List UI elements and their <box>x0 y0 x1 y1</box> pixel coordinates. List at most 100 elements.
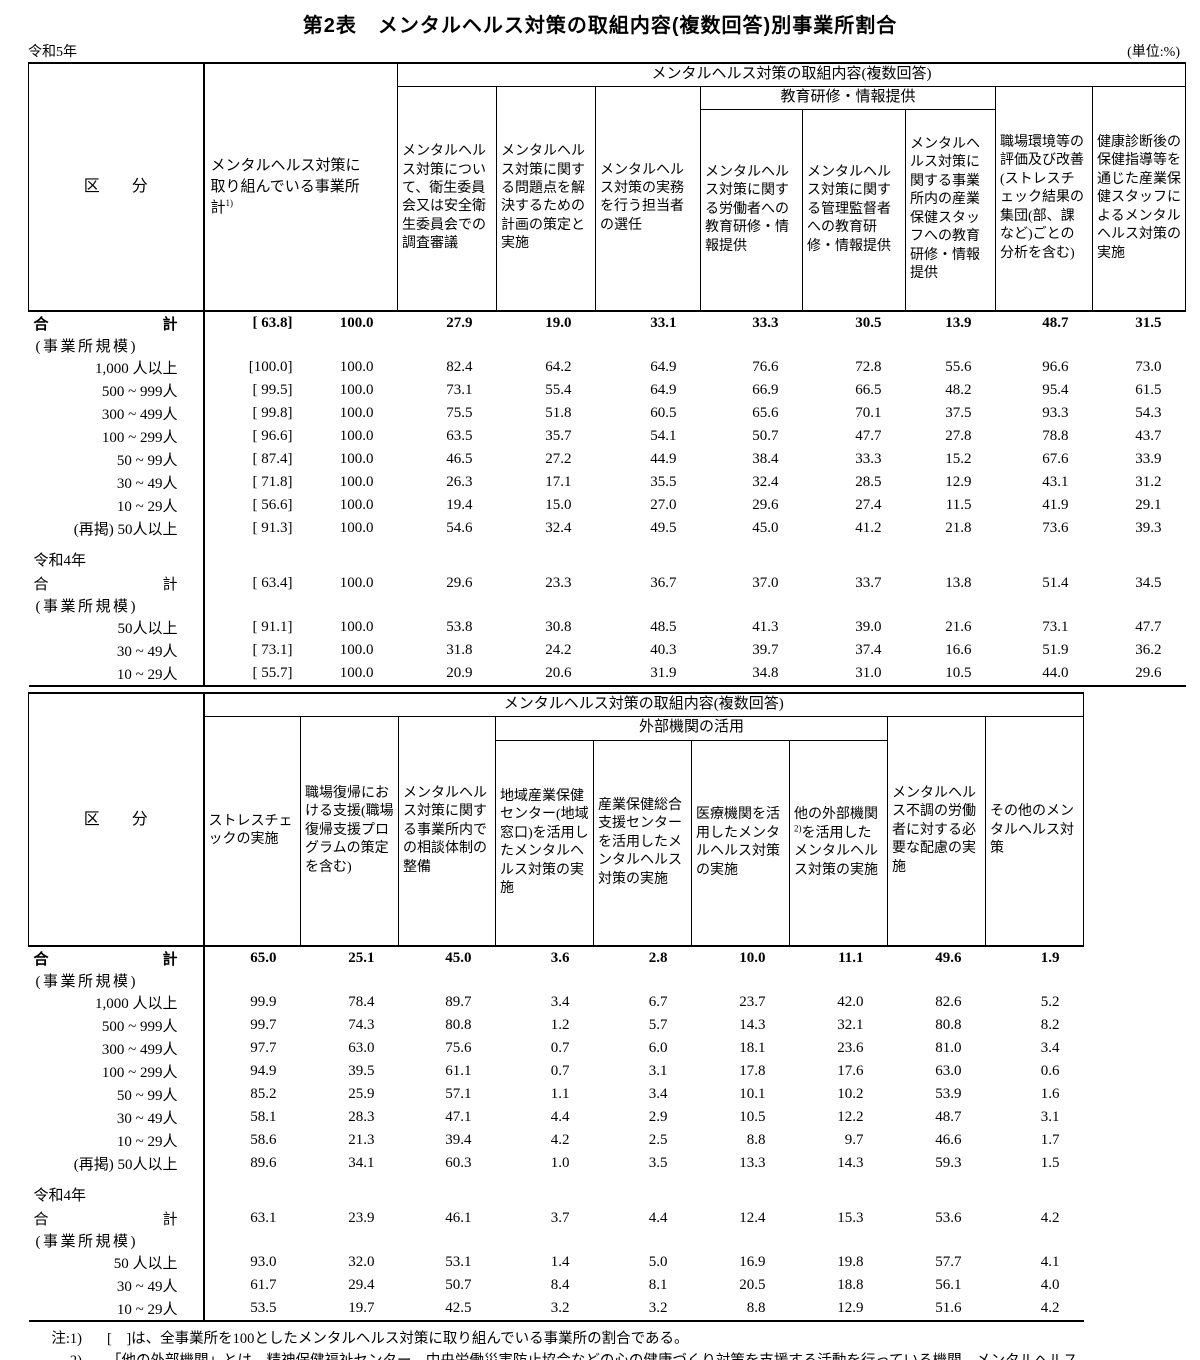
table-row: 30 ~ 49人 61.7 29.4 50.7 8.4 8.1 20.5 18.8 56.1 4.… <box>28 1274 1084 1298</box>
value-cell: 29.6 <box>1135 665 1162 682</box>
value-cell: 37.5 <box>945 405 972 422</box>
empty-cells <box>204 970 1084 991</box>
value-cell: 4.1 <box>1040 1254 1060 1271</box>
value-cell: 3.5 <box>648 1155 668 1172</box>
value-cell: 8.1 <box>648 1277 668 1294</box>
value-cell: 63.0 <box>348 1040 375 1057</box>
value-cell: 33.3 <box>752 315 779 332</box>
row-label: 合 計 <box>28 1207 205 1231</box>
value-cell: 19.4 <box>446 497 473 514</box>
value-cell: 27.0 <box>650 497 677 514</box>
value-cell: 2.9 <box>648 1109 668 1126</box>
column-header-chousashingi: メンタルヘルス対策について、衛生委員会又は安全衛生委員会での調査審議 <box>397 85 497 312</box>
value-cell: 19.8 <box>837 1254 864 1271</box>
value-cell: 64.2 <box>545 359 572 376</box>
value-cell: 9.7 <box>844 1132 864 1149</box>
value-cell: 80.8 <box>445 1017 472 1034</box>
value-cell: 25.1 <box>348 950 375 967</box>
value-cell: 19.7 <box>348 1300 375 1317</box>
value-cell: 3.2 <box>648 1300 668 1317</box>
value-cell: 73.1 <box>1042 619 1069 636</box>
note-prefix: 注:1) <box>51 1331 82 1348</box>
row-label: 30 ~ 49人 <box>28 1106 205 1130</box>
value-cell: 42.0 <box>837 994 864 1011</box>
row-label: 1,000 人以上 <box>28 356 205 380</box>
value-cell: 99.7 <box>250 1017 277 1034</box>
column-header-shokuba-kankyo: 職場環境等の評価及び改善(ストレスチェック結果の集団(部、課など)ごとの分析を含… <box>995 85 1093 312</box>
table1-body: 合 計 [ 63.8] 100.0 27.9 19.0 33.1 33.3 30.5 13.9 4… <box>28 311 1186 687</box>
page-title: 第2表 メンタルヘルス対策の取組内容(複数回答)別事業所割合 <box>302 15 898 37</box>
value-cell: 82.6 <box>935 994 962 1011</box>
row-label: 令和4年 <box>28 540 205 573</box>
value-cell: 66.9 <box>752 382 779 399</box>
table-row: (事業所規模) <box>28 970 1084 992</box>
value-cell: 21.8 <box>945 520 972 537</box>
table2-header: 区 分 メンタルヘルス対策の取組内容(複数回答) ストレスチェックの実施 職場復… <box>28 692 1084 947</box>
value-cell: 3.6 <box>550 950 570 967</box>
value-cell: 32.4 <box>545 520 572 537</box>
value-cell: 60.5 <box>650 405 677 422</box>
value-cell: 31.0 <box>855 665 882 682</box>
column-header-fuchou-roudousha-hairyo: メンタルヘルス不調の労働者に対する必要な配慮の実施 <box>887 715 986 947</box>
row-label: 令和4年 <box>28 1175 205 1208</box>
value-cell: 10.1 <box>739 1086 766 1103</box>
value-cell: 50.7 <box>445 1277 472 1294</box>
value-cell: 94.9 <box>250 1063 277 1080</box>
value-cell: 100.0 <box>339 520 374 537</box>
column-header-sangyouhoken-staff-kyouiku: メンタルヘルス対策に関する事業所内の産業保健スタッフへの教育研修・情報提供 <box>905 108 996 312</box>
row-label: 50 人以上 <box>28 1251 205 1275</box>
value-cell: 63.5 <box>446 428 473 445</box>
table1-header: 区 分 メンタルヘルス対策に取り組んでいる事業所計1) メンタルヘルス対策の取組… <box>28 62 1186 312</box>
value-cell: 15.2 <box>945 451 972 468</box>
value-cell: 43.7 <box>1135 428 1162 445</box>
bracket-value-cell: [ 63.8] <box>252 315 293 332</box>
value-cell: 29.1 <box>1135 497 1162 514</box>
value-cell: 97.7 <box>250 1040 277 1057</box>
table-row: 合 計 [ 63.4] 100.0 29.6 23.3 36.7 37.0 33.7 13.8 5… <box>28 572 1186 596</box>
value-cell: 35.7 <box>545 428 572 445</box>
value-cell: 31.8 <box>446 642 473 659</box>
table-row: (再掲) 50人以上 89.6 34.1 60.3 1.0 3.5 13.3 14.3 59.3… <box>28 1152 1084 1176</box>
row-label: (再掲) 50人以上 <box>28 1152 205 1176</box>
value-cell: 63.1 <box>250 1210 277 1227</box>
value-cell: 1.7 <box>1040 1132 1060 1149</box>
value-cell: 47.7 <box>855 428 882 445</box>
row-label: 10 ~ 29人 <box>28 662 205 687</box>
value-cell: 32.4 <box>752 474 779 491</box>
value-cell: 73.1 <box>446 382 473 399</box>
value-cell: 31.5 <box>1135 315 1162 332</box>
value-cell: 78.4 <box>348 994 375 1011</box>
value-cell: 23.6 <box>837 1040 864 1057</box>
value-cell: 51.9 <box>1042 642 1069 659</box>
value-cell: 3.1 <box>648 1063 668 1080</box>
row-label: (事業所規模) <box>28 595 205 617</box>
bracket-value-cell: [ 87.4] <box>252 451 293 468</box>
table-row: 30 ~ 49人 58.1 28.3 47.1 4.4 2.9 10.5 12.2 48.7 3.… <box>28 1106 1084 1130</box>
value-cell: 100.0 <box>339 315 374 332</box>
column-header-shokubafukki: 職場復帰における支援(職場復帰支援プログラムの策定を含む) <box>300 715 399 947</box>
table-row: 50 ~ 99人 85.2 25.9 57.1 1.1 3.4 10.1 10.2 53.9 1.… <box>28 1083 1084 1107</box>
value-cell: 4.4 <box>550 1109 570 1126</box>
row-label: (再掲) 50人以上 <box>28 517 205 541</box>
group-header-gaibu-kikan: 外部機関の活用 <box>495 715 888 741</box>
value-cell: 51.6 <box>935 1300 962 1317</box>
value-cell: 75.6 <box>445 1040 472 1057</box>
value-cell: 39.3 <box>1135 520 1162 537</box>
table-row: 30 ~ 49人 [ 71.8] 100.0 26.3 17.1 35.5 32.4 28.5… <box>28 471 1186 495</box>
value-cell: 8.2 <box>1040 1017 1060 1034</box>
value-cell: 54.1 <box>650 428 677 445</box>
value-cell: 3.4 <box>1040 1040 1060 1057</box>
value-cell: 48.5 <box>650 619 677 636</box>
value-cell: 17.1 <box>545 474 572 491</box>
note-row: 2) 「他の外部機関」とは、精神保健福祉センター、中央労働災害防止協会などの心の健… <box>30 1351 1200 1360</box>
value-cell: 21.3 <box>348 1132 375 1149</box>
value-cell: 40.3 <box>650 642 677 659</box>
table-row: 1,000 人以上 99.9 78.4 89.7 3.4 6.7 23.7 42.0 82.6 5… <box>28 991 1084 1015</box>
column-header-kenkoushindan: 健康診断後の保健指導等を通じた産業保健スタッフによるメンタルヘルス対策の実施 <box>1092 85 1186 312</box>
value-cell: 10.5 <box>739 1109 766 1126</box>
row-label: 100 ~ 299人 <box>28 425 205 449</box>
bracket-value-cell: [ 71.8] <box>252 474 293 491</box>
value-cell: 8.4 <box>550 1277 570 1294</box>
column-header-total-establishments: メンタルヘルス対策に取り組んでいる事業所計1) <box>203 62 398 312</box>
column-header-roudousha-kyouiku: メンタルヘルス対策に関する労働者への教育研修・情報提供 <box>700 108 803 312</box>
